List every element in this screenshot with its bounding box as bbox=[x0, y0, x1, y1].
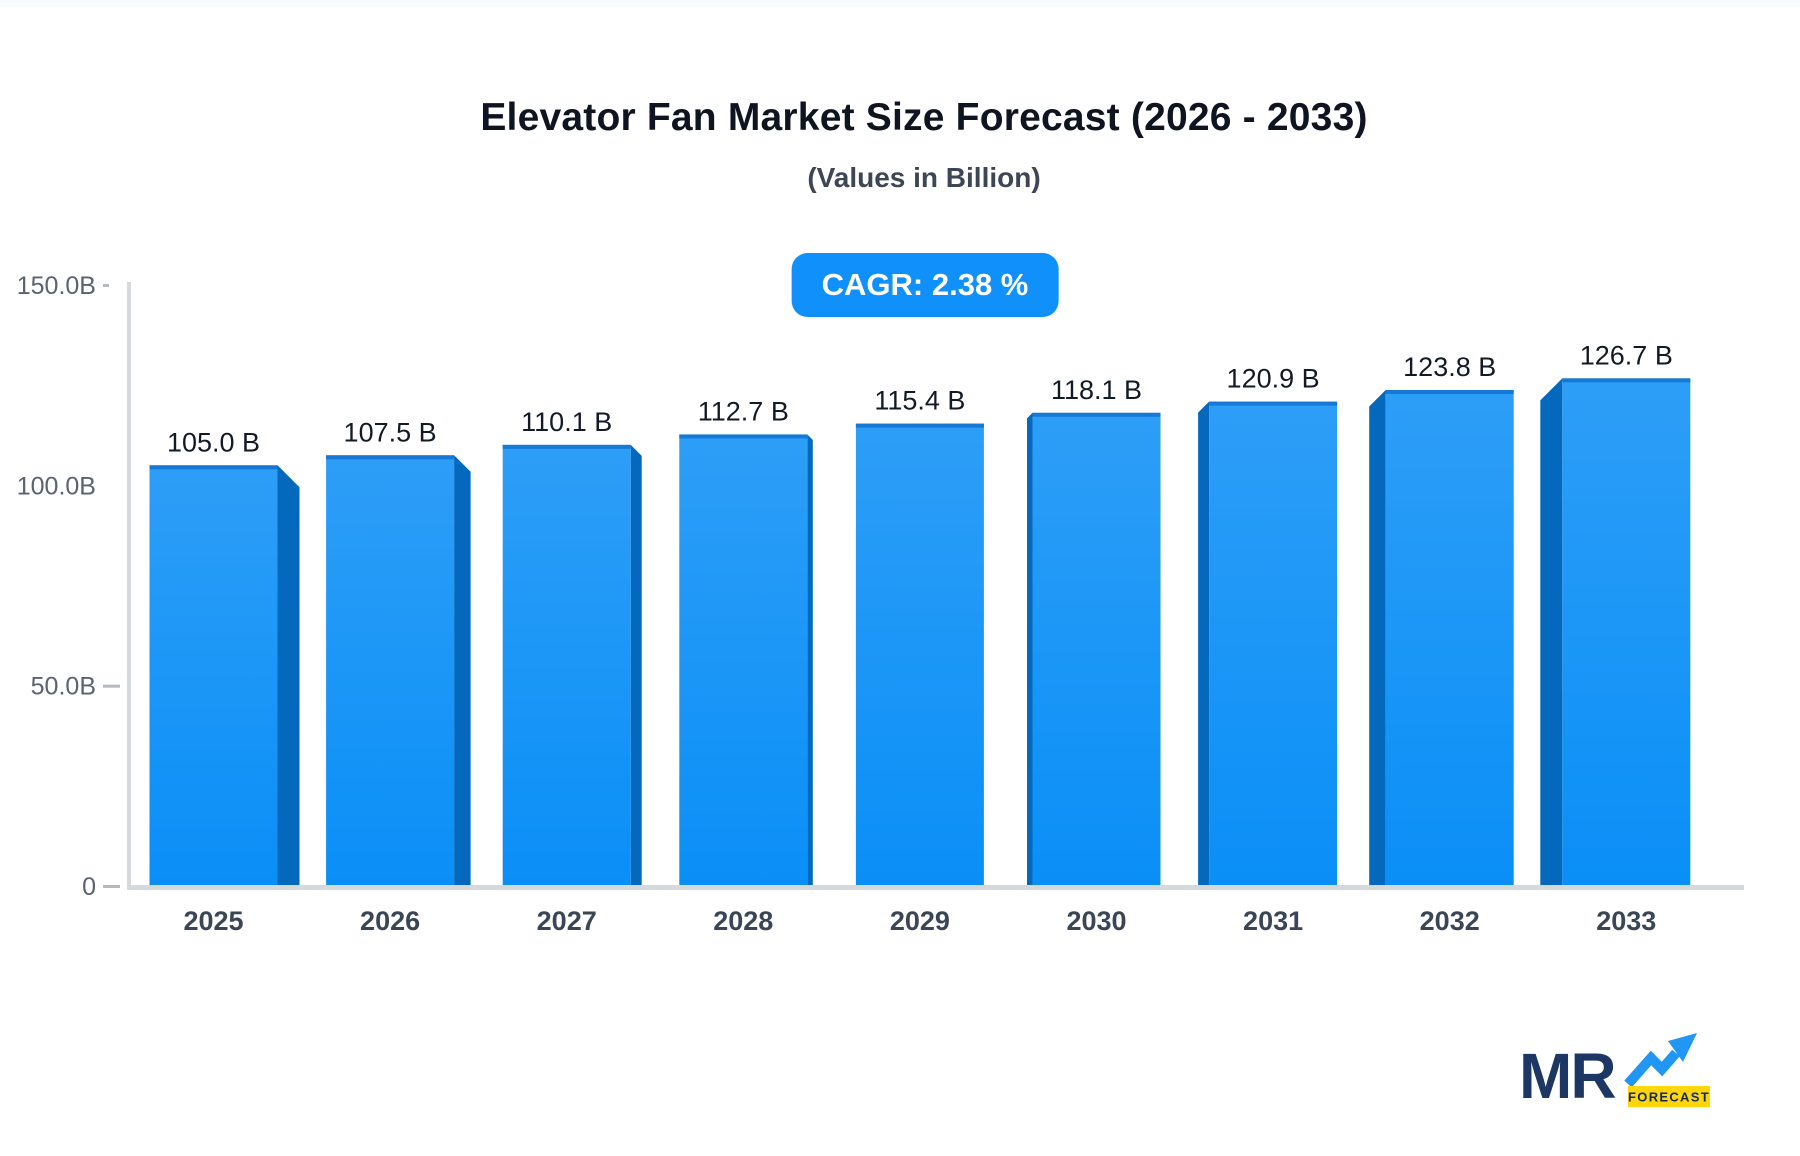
bar-top-edge bbox=[1209, 401, 1338, 406]
bar-front-face bbox=[679, 434, 808, 886]
cagr-badge: CAGR: 2.38 % bbox=[791, 253, 1059, 317]
bar-top-edge bbox=[679, 434, 808, 439]
bar-top-edge bbox=[326, 455, 455, 460]
bar-value-label: 112.7 B bbox=[698, 396, 789, 426]
cagr-badge-label: CAGR: 2.38 % bbox=[821, 267, 1029, 302]
bar-2033: 126.7 B bbox=[1540, 340, 1691, 886]
bar-value-label: 118.1 B bbox=[1051, 375, 1142, 405]
x-axis-label: 2027 bbox=[537, 906, 597, 936]
logo-badge-bg bbox=[1628, 1086, 1710, 1107]
bar-2026: 107.5 B bbox=[326, 417, 471, 886]
x-axis-line bbox=[127, 885, 1744, 890]
logo-brand-text: MR bbox=[1519, 1040, 1615, 1112]
bar-value-label: 126.7 B bbox=[1580, 340, 1673, 370]
bar-front-face bbox=[855, 423, 984, 886]
bar-front-face bbox=[1209, 401, 1338, 886]
bar-top-edge bbox=[1385, 389, 1514, 394]
y-tick-label: 150.0B bbox=[17, 272, 96, 300]
y-tick-mark bbox=[103, 684, 120, 688]
page-title: Elevator Fan Market Size Forecast (2026 … bbox=[480, 96, 1368, 139]
bar-side-face bbox=[454, 455, 471, 886]
logo-sub-text: FORECAST bbox=[1628, 1090, 1710, 1105]
bar-top-edge bbox=[1032, 412, 1161, 417]
bar-2028: 112.7 B bbox=[679, 396, 813, 886]
y-axis-line bbox=[127, 282, 131, 890]
bar-top-edge bbox=[149, 465, 278, 470]
x-axis-label: 2032 bbox=[1420, 906, 1480, 936]
x-axis-label: 2033 bbox=[1596, 906, 1656, 936]
bar-side-face bbox=[1540, 378, 1563, 886]
bar-2032: 123.8 B bbox=[1369, 352, 1514, 886]
x-axis-label: 2030 bbox=[1066, 906, 1126, 936]
bar-side-face bbox=[277, 465, 300, 886]
bar-top-edge bbox=[855, 423, 984, 428]
bar-value-label: 107.5 B bbox=[344, 417, 437, 447]
x-axis-label: 2025 bbox=[183, 906, 243, 936]
bar-value-label: 120.9 B bbox=[1227, 364, 1320, 394]
bar-2031: 120.9 B bbox=[1198, 364, 1338, 886]
bar-2025: 105.0 B bbox=[149, 427, 300, 886]
bar-side-face bbox=[1198, 401, 1210, 886]
trend-arrow-icon bbox=[1624, 1033, 1697, 1088]
x-axis-label: 2029 bbox=[890, 906, 950, 936]
brand-logo: MR FORECAST bbox=[1519, 1033, 1710, 1112]
bar-2030: 118.1 B bbox=[1027, 375, 1161, 886]
x-axis-label: 2026 bbox=[360, 906, 420, 936]
y-tick-label: 100.0B bbox=[17, 472, 96, 500]
bar-2027: 110.1 B bbox=[502, 407, 642, 886]
bar-front-face bbox=[1032, 412, 1161, 886]
bar-side-face bbox=[1369, 389, 1386, 886]
bar-top-edge bbox=[1562, 378, 1691, 383]
bar-front-face bbox=[1562, 378, 1691, 886]
bar-front-face bbox=[326, 455, 455, 886]
y-tick-mark bbox=[103, 885, 120, 888]
bar-front-face bbox=[1385, 389, 1514, 886]
y-tick-mark bbox=[103, 284, 109, 287]
bar-side-face bbox=[1027, 412, 1033, 886]
bar-2029: 115.4 B bbox=[855, 386, 984, 886]
bar-value-label: 115.4 B bbox=[874, 386, 965, 416]
bar-value-label: 110.1 B bbox=[521, 407, 612, 437]
top-strip bbox=[0, 0, 1800, 7]
bar-front-face bbox=[502, 444, 631, 886]
bar-value-label: 105.0 B bbox=[167, 427, 260, 457]
bar-top-edge bbox=[502, 444, 631, 449]
bar-side-face bbox=[630, 444, 642, 886]
x-axis-label: 2028 bbox=[713, 906, 773, 936]
bar-front-face bbox=[149, 465, 278, 886]
bar-side-face bbox=[807, 434, 813, 886]
y-tick-label: 0 bbox=[82, 873, 96, 901]
bar-value-label: 123.8 B bbox=[1403, 352, 1496, 382]
y-tick-label: 50.0B bbox=[31, 673, 96, 701]
page-subtitle: (Values in Billion) bbox=[807, 162, 1041, 193]
x-axis-label: 2031 bbox=[1243, 906, 1303, 936]
